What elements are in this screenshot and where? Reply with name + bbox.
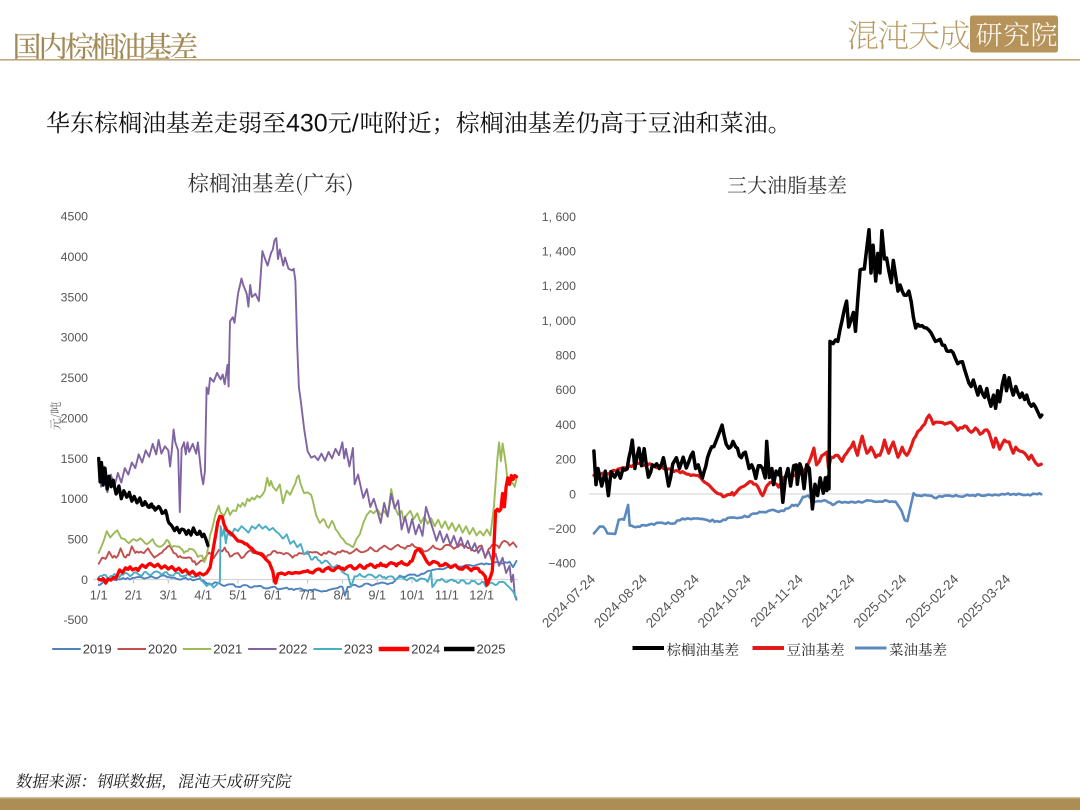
- svg-text:1, 000: 1, 000: [542, 314, 576, 328]
- svg-text:0: 0: [569, 487, 576, 501]
- svg-text:2019: 2019: [83, 642, 112, 657]
- svg-text:1, 400: 1, 400: [542, 244, 576, 258]
- svg-text:11/1: 11/1: [435, 588, 459, 603]
- svg-text:2500: 2500: [61, 371, 89, 385]
- svg-text:2021: 2021: [213, 642, 242, 657]
- svg-text:−200: −200: [548, 522, 576, 536]
- svg-text:500: 500: [67, 532, 88, 546]
- svg-text:0: 0: [81, 573, 88, 587]
- svg-text:5/1: 5/1: [229, 588, 247, 603]
- svg-text:2/1: 2/1: [125, 588, 143, 603]
- svg-text:/: /: [352, 110, 359, 138]
- svg-text:1500: 1500: [61, 452, 89, 466]
- svg-text:200: 200: [555, 453, 576, 467]
- svg-text:3000: 3000: [61, 331, 89, 345]
- svg-text:4500: 4500: [61, 210, 89, 224]
- svg-text:3/1: 3/1: [159, 588, 177, 603]
- svg-text:430: 430: [286, 110, 328, 138]
- svg-text:12/1: 12/1: [469, 588, 494, 603]
- svg-text:3500: 3500: [61, 290, 89, 304]
- svg-text:1, 600: 1, 600: [542, 210, 576, 224]
- svg-text:1, 200: 1, 200: [542, 279, 576, 293]
- svg-text:7/1: 7/1: [299, 588, 317, 603]
- svg-text:4000: 4000: [61, 250, 89, 264]
- svg-text:2023: 2023: [344, 642, 373, 657]
- svg-text:2000: 2000: [61, 411, 89, 425]
- svg-text:9/1: 9/1: [368, 588, 386, 603]
- svg-text:2022: 2022: [279, 642, 308, 657]
- svg-text:400: 400: [555, 418, 576, 432]
- svg-text:-500: -500: [63, 613, 88, 627]
- svg-text:2020: 2020: [148, 642, 177, 657]
- svg-text:2025: 2025: [477, 642, 506, 657]
- svg-text:2024: 2024: [411, 642, 440, 657]
- svg-text:1/1: 1/1: [90, 588, 108, 603]
- svg-text:10/1: 10/1: [400, 588, 425, 603]
- svg-text:1000: 1000: [61, 492, 89, 506]
- svg-text:−400: −400: [548, 557, 576, 571]
- svg-text:800: 800: [555, 349, 576, 363]
- svg-text:4/1: 4/1: [194, 588, 212, 603]
- svg-text:6/1: 6/1: [264, 588, 282, 603]
- svg-text:600: 600: [555, 383, 576, 397]
